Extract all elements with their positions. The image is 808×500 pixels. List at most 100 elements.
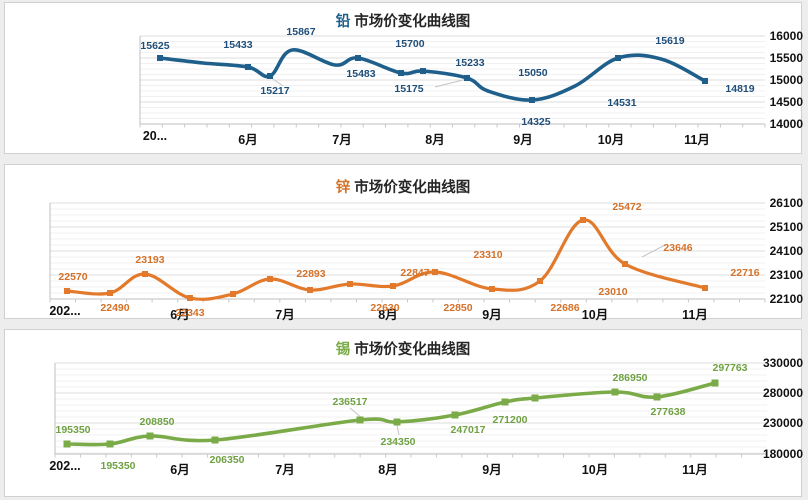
chart-svg-lead [139,35,766,128]
data-point-label: 206350 [209,454,245,466]
x-axis-tick-label: 6月 [170,463,190,477]
data-point-label: 15867 [286,26,316,38]
x-axis-tick-label: 8月 [378,463,398,477]
data-point-label: 15619 [655,35,685,47]
x-axis-tick-label: 11月 [684,133,710,147]
x-tick-marks-zinc [49,299,766,303]
data-point-label: 271200 [492,414,528,426]
label-leader-line [272,78,284,87]
data-point-marker [702,78,708,84]
data-point-label: 22630 [370,302,400,314]
data-point-label: 23310 [473,249,503,261]
label-leader-line [641,244,666,258]
data-point-label: 22847 [400,267,430,279]
y-axis-tick-label: 15500 [769,51,803,65]
label-leader-line [434,78,468,88]
data-point-marker [398,70,404,76]
label-leader-line [349,407,363,419]
data-point-markers-lead [157,55,708,103]
data-point-label: 22570 [58,271,88,283]
data-point-marker [711,379,719,387]
x-axis-tick-label: 6月 [170,308,190,322]
data-point-label: 22686 [550,302,580,314]
chart-title-text-tin: 市场价变化曲线图 [350,342,471,358]
label-leader-line [396,424,400,436]
y-axis-tick-label: 24100 [769,244,803,258]
y-axis-tick-label: 230000 [762,416,803,430]
y-axis-tick-label: 180000 [762,447,803,461]
data-point-label: 15217 [260,85,290,97]
data-point-marker [64,288,70,294]
data-point-marker [106,440,114,448]
data-point-label: 15233 [455,57,485,69]
data-point-marker [211,436,219,444]
y-axis-tick-label: 23100 [769,268,803,282]
data-point-label: 25472 [612,201,642,213]
x-axis-tick-label: 10月 [581,308,609,322]
data-point-label: 22343 [175,307,205,319]
major-gridlines-zinc [50,202,765,300]
plot-area-lead: 16000 15500 15000 14500 14000 20... 6月 7月 8月 9月 10… [5,3,803,153]
x-axis-tick-label: 7月 [275,463,295,477]
data-point-label: 297763 [712,362,748,374]
data-point-label: 195350 [100,460,136,472]
y-axis-tick-label: 280000 [762,386,803,400]
data-point-label: 22490 [100,302,130,314]
data-point-label: 15433 [223,39,253,51]
x-axis-tick-label: 7月 [332,133,352,147]
data-point-label: 14819 [725,83,755,95]
data-point-marker [347,281,353,287]
y-axis-tick-label: 14500 [769,95,803,109]
plot-area-zinc: 26100 25100 24100 23100 22100 202... 6月 7月 8月 9月 1… [5,165,803,322]
minor-gridlines-tin [55,362,767,454]
data-point-marker [702,285,708,291]
data-point-marker [653,393,661,401]
data-point-label: 15050 [518,67,548,79]
y-axis-tick-label: 16000 [769,29,803,43]
y-axis-tick-label: 22100 [769,292,803,306]
data-point-label: 22893 [296,268,326,280]
data-point-label: 14531 [607,97,637,109]
x-axis-tick-label: 9月 [482,463,502,477]
x-axis-tick-label: 8月 [378,308,398,322]
x-axis-tick-label: 8月 [425,133,445,147]
data-point-marker [501,398,509,406]
data-point-marker [580,217,586,223]
x-axis-tick-label: 202... [49,459,81,473]
data-point-marker [451,411,459,419]
data-point-label: 23010 [598,286,628,298]
data-point-label: 277638 [650,406,686,418]
data-point-label: 195350 [55,424,91,436]
chart-svg-tin [54,362,768,458]
data-point-marker [356,416,364,424]
chart-panel-tin: 锡 市场价变化曲线图 330000 280000 230000 180000 202..… [4,329,803,497]
data-point-marker [529,97,535,103]
data-point-markers-tin [63,379,719,448]
chart-svg-zinc [49,202,766,303]
data-point-label: 14325 [521,116,551,128]
chart-title-zinc: 锌 市场价变化曲线图 [5,176,801,197]
data-point-marker [63,440,71,448]
data-point-label: 22850 [443,302,473,314]
data-point-label: 23193 [135,254,165,266]
data-point-label: 23646 [663,242,693,254]
data-point-marker [107,290,113,296]
x-axis-tick-label: 11月 [682,308,708,322]
x-tick-marks-lead [139,124,766,128]
x-axis-tick-label: 11月 [682,463,708,477]
data-point-marker [622,261,628,267]
y-axis-tick-label: 15000 [769,73,803,87]
data-point-marker [464,75,470,81]
chart-panel-lead: 铅 市场价变化曲线图 16000 15500 15000 14500 14000 20..… [4,2,803,154]
data-point-label: 15483 [346,68,376,80]
data-point-marker [420,68,426,74]
data-point-marker [537,278,543,284]
x-axis-tick-label: 202... [49,304,81,318]
chart-title-metal-tin: 锡 [335,342,351,358]
x-tick-marks-tin [54,454,768,458]
data-point-marker [245,64,251,70]
y-axis-tick-label: 14000 [769,117,803,131]
x-axis-tick-label: 10月 [597,133,625,147]
chart-title-tin: 锡 市场价变化曲线图 [5,338,801,359]
data-point-label: 15700 [395,38,425,50]
